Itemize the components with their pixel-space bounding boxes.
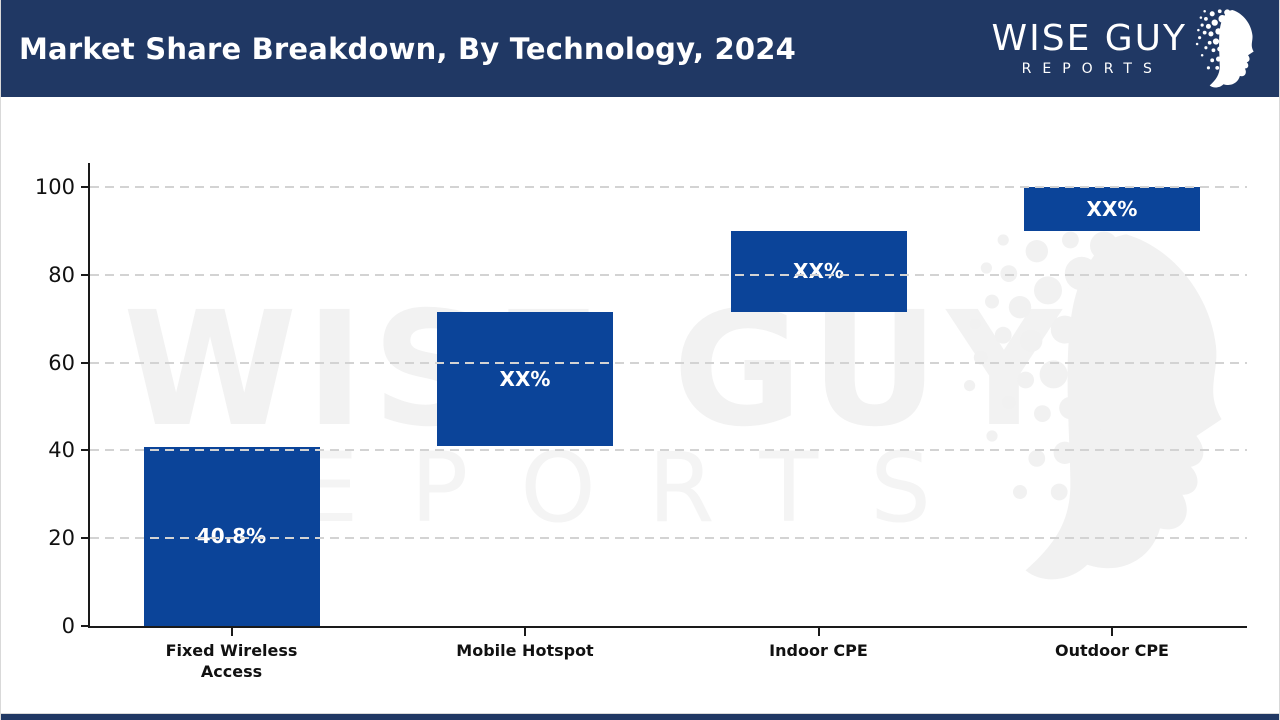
gridline-40 bbox=[90, 449, 1247, 452]
x-category-label: Outdoor CPE bbox=[1055, 641, 1169, 660]
y-tick bbox=[81, 625, 89, 627]
header-bar: Market Share Breakdown, By Technology, 2… bbox=[1, 0, 1279, 97]
x-category-label: Indoor CPE bbox=[769, 641, 868, 660]
x-tick bbox=[524, 628, 526, 636]
bar-mobile-hotspot: XX% bbox=[437, 312, 613, 446]
brand-subtitle: REPORTS bbox=[1021, 60, 1163, 77]
x-category-label: Fixed Wireless Access bbox=[165, 641, 298, 681]
gridline-100 bbox=[90, 186, 1247, 188]
y-axis-line bbox=[88, 163, 90, 628]
footer-bar bbox=[1, 713, 1279, 720]
brand-logo: WISE GUY REPORTS bbox=[992, 5, 1266, 93]
head-profile-icon bbox=[1195, 8, 1254, 87]
x-category-label: Mobile Hotspot bbox=[456, 641, 594, 660]
x-tick bbox=[817, 628, 820, 636]
y-tick bbox=[81, 273, 89, 276]
bar-indoor-cpe: XX% bbox=[730, 230, 907, 313]
y-tick-label: 0 bbox=[61, 614, 75, 638]
y-tick bbox=[81, 361, 89, 364]
bar-value-label: XX% bbox=[1086, 196, 1138, 221]
y-tick-label: 60 bbox=[48, 350, 75, 375]
y-tick bbox=[81, 186, 89, 188]
y-tick-label: 40 bbox=[48, 438, 75, 463]
gridline-20 bbox=[90, 537, 1247, 540]
bar-outdoor-cpe: XX% bbox=[1024, 187, 1200, 231]
gridline-60 bbox=[90, 361, 1247, 364]
y-tick-label: 20 bbox=[48, 526, 75, 551]
bar-fixed-wireless-access: 40.8% bbox=[143, 446, 320, 626]
x-axis-line bbox=[88, 626, 1247, 628]
watermark-head-profile-icon bbox=[964, 231, 1222, 580]
y-tick bbox=[81, 537, 89, 540]
y-tick bbox=[81, 449, 89, 452]
bar-value-label: XX% bbox=[793, 259, 844, 284]
page-title: Market Share Breakdown, By Technology, 2… bbox=[19, 31, 797, 66]
gridline-80 bbox=[90, 273, 1247, 276]
bar-value-label: 40.8% bbox=[196, 524, 267, 549]
brand-logo-text: WISE GUY REPORTS bbox=[991, 17, 1188, 77]
x-tick bbox=[1111, 628, 1113, 636]
brand-name: WISE GUY bbox=[991, 17, 1187, 59]
y-tick-label: 80 bbox=[48, 262, 75, 287]
y-tick-label: 100 bbox=[34, 175, 75, 199]
bar-value-label: XX% bbox=[499, 367, 551, 392]
x-tick bbox=[230, 628, 233, 636]
